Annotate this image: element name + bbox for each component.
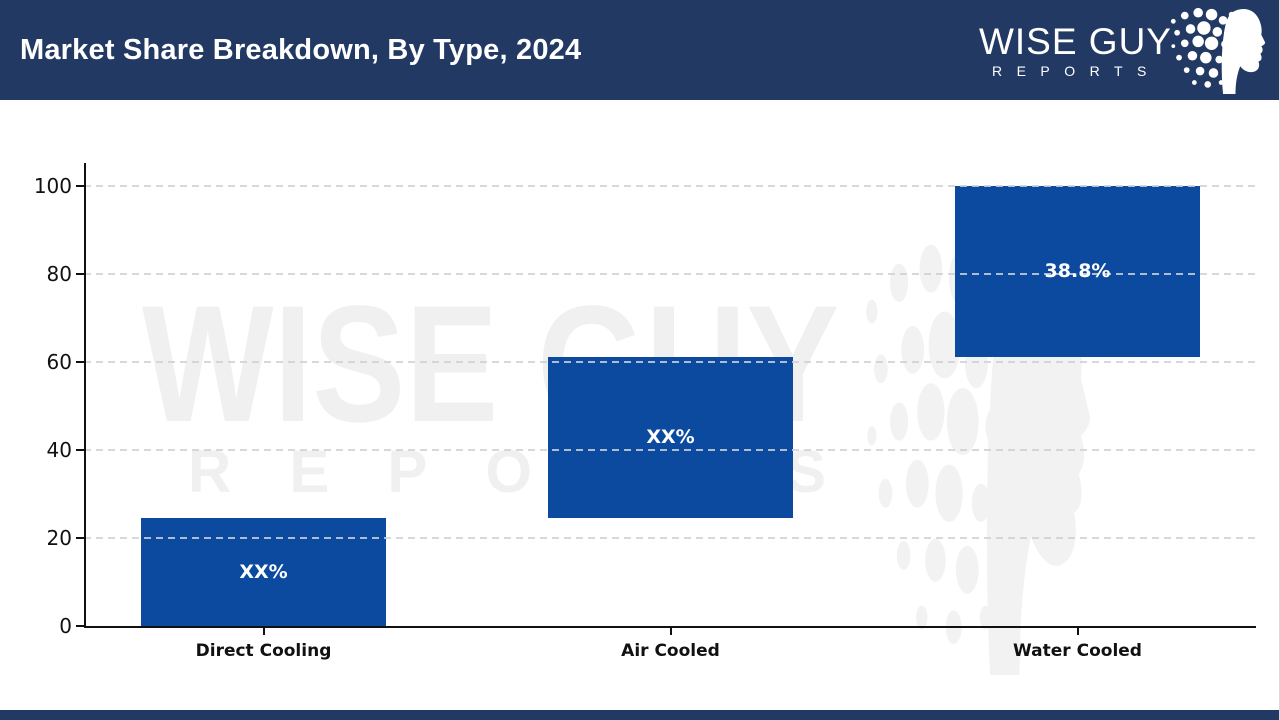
bar	[548, 356, 793, 519]
bar-value-label: XX%	[239, 561, 288, 584]
logo-brand-name: WISE GUY	[978, 20, 1172, 62]
y-tick-mark	[76, 625, 84, 627]
x-axis-label: Direct Cooling	[195, 641, 332, 661]
y-tick-label: 80	[46, 262, 72, 286]
logo-subtitle: REPORTS	[991, 62, 1161, 79]
logo-wordmark: WISE GUY REPORTS	[979, 23, 1172, 78]
x-tick-mark	[1076, 628, 1079, 635]
gridline	[84, 273, 1256, 275]
y-tick-label: 40	[46, 438, 72, 462]
bar-value-label: XX%	[646, 426, 695, 449]
x-tick-mark	[669, 628, 672, 635]
y-tick-label: 60	[46, 350, 72, 374]
x-axis-label: Water Cooled	[1013, 641, 1142, 661]
y-axis-line	[84, 163, 86, 628]
gridline	[84, 537, 1256, 539]
bar	[955, 186, 1200, 357]
gridline	[84, 185, 1256, 187]
x-axis-line	[84, 626, 1256, 628]
gridline	[84, 449, 1256, 451]
x-tick-mark	[262, 628, 265, 635]
bar-value-label: 38.8%	[1044, 260, 1111, 283]
y-tick-mark	[76, 537, 84, 539]
bar	[141, 518, 386, 626]
y-tick-label: 0	[59, 614, 72, 638]
y-tick-mark	[76, 361, 84, 363]
footer-bar	[0, 710, 1279, 720]
y-tick-label: 20	[46, 526, 72, 550]
y-tick-mark	[76, 273, 84, 275]
chart-title: Market Share Breakdown, By Type, 2024	[20, 33, 582, 66]
y-tick-mark	[76, 185, 84, 187]
header-bar: Market Share Breakdown, By Type, 2024 WI…	[0, 0, 1279, 100]
dotted-head-icon	[1170, 7, 1266, 94]
gridline	[84, 361, 1256, 363]
x-axis-label: Air Cooled	[621, 641, 720, 661]
brand-logo: WISE GUY REPORTS	[979, 6, 1266, 94]
y-tick-label: 100	[33, 174, 72, 198]
y-tick-mark	[76, 449, 84, 451]
